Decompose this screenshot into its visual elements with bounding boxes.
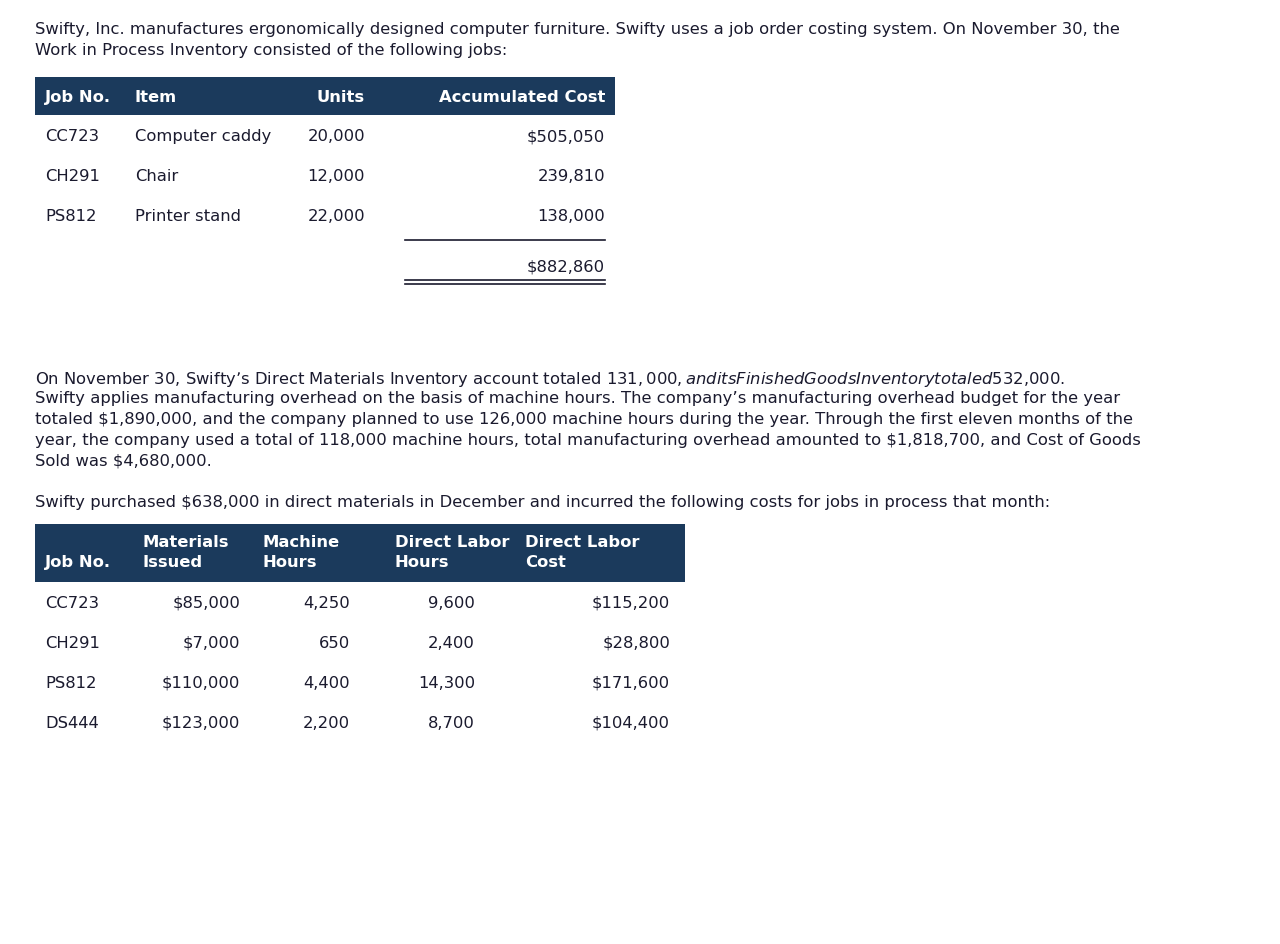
Text: year, the company used a total of 118,000 machine hours, total manufacturing ove: year, the company used a total of 118,00… <box>35 432 1140 447</box>
Text: 22,000: 22,000 <box>307 209 365 224</box>
Text: Job No.: Job No. <box>45 554 111 569</box>
Text: 4,400: 4,400 <box>303 675 349 690</box>
Text: PS812: PS812 <box>45 209 96 224</box>
Text: Computer caddy: Computer caddy <box>134 129 271 143</box>
Text: $104,400: $104,400 <box>591 716 669 731</box>
Text: Work in Process Inventory consisted of the following jobs:: Work in Process Inventory consisted of t… <box>35 43 507 58</box>
Text: Chair: Chair <box>134 169 178 184</box>
Text: Direct Labor: Direct Labor <box>525 534 640 549</box>
Text: $115,200: $115,200 <box>591 596 669 611</box>
Text: CH291: CH291 <box>45 635 100 650</box>
Text: Machine: Machine <box>262 534 340 549</box>
Text: CC723: CC723 <box>45 596 99 611</box>
Text: Hours: Hours <box>262 554 317 569</box>
Text: Accumulated Cost: Accumulated Cost <box>439 90 605 105</box>
Text: DS444: DS444 <box>45 716 99 731</box>
Text: 8,700: 8,700 <box>428 716 475 731</box>
Text: Printer stand: Printer stand <box>134 209 241 224</box>
Text: $7,000: $7,000 <box>183 635 241 650</box>
Text: Swifty, Inc. manufactures ergonomically designed computer furniture. Swifty uses: Swifty, Inc. manufactures ergonomically … <box>35 22 1120 37</box>
Text: Item: Item <box>134 90 177 105</box>
Text: $123,000: $123,000 <box>161 716 241 731</box>
Text: Direct Labor: Direct Labor <box>396 534 509 549</box>
Text: Job No.: Job No. <box>45 90 111 105</box>
Text: $505,050: $505,050 <box>527 129 605 143</box>
Text: $28,800: $28,800 <box>602 635 669 650</box>
Text: 14,300: 14,300 <box>417 675 475 690</box>
Text: $171,600: $171,600 <box>591 675 669 690</box>
Text: $110,000: $110,000 <box>161 675 241 690</box>
Text: 2,200: 2,200 <box>303 716 349 731</box>
Text: Units: Units <box>317 90 365 105</box>
Text: 2,400: 2,400 <box>428 635 475 650</box>
Text: Swifty purchased $638,000 in direct materials in December and incurred the follo: Swifty purchased $638,000 in direct mate… <box>35 495 1050 510</box>
Text: 20,000: 20,000 <box>307 129 365 143</box>
Text: Cost: Cost <box>525 554 566 569</box>
Text: PS812: PS812 <box>45 675 96 690</box>
Text: 138,000: 138,000 <box>538 209 605 224</box>
Text: CC723: CC723 <box>45 129 99 143</box>
Text: 12,000: 12,000 <box>307 169 365 184</box>
Text: Hours: Hours <box>396 554 449 569</box>
Text: 4,250: 4,250 <box>303 596 349 611</box>
Text: 650: 650 <box>319 635 349 650</box>
Text: totaled $1,890,000, and the company planned to use 126,000 machine hours during : totaled $1,890,000, and the company plan… <box>35 412 1133 427</box>
Text: On November 30, Swifty’s Direct Materials Inventory account totaled $131,000, an: On November 30, Swifty’s Direct Material… <box>35 370 1065 389</box>
Text: Materials: Materials <box>143 534 229 549</box>
Text: Swifty applies manufacturing overhead on the basis of machine hours. The company: Swifty applies manufacturing overhead on… <box>35 391 1120 406</box>
Text: $85,000: $85,000 <box>172 596 241 611</box>
Text: 239,810: 239,810 <box>538 169 605 184</box>
Text: CH291: CH291 <box>45 169 100 184</box>
Text: Issued: Issued <box>143 554 204 569</box>
Text: 9,600: 9,600 <box>428 596 475 611</box>
Text: Sold was $4,680,000.: Sold was $4,680,000. <box>35 453 211 468</box>
Text: $882,860: $882,860 <box>527 259 605 274</box>
